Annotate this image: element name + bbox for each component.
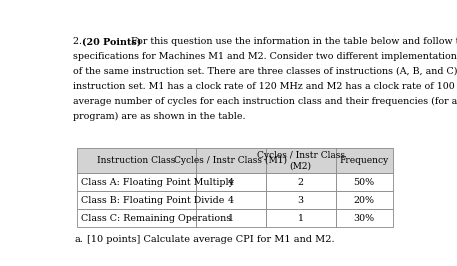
Text: 30%: 30% (354, 214, 375, 223)
Text: 20%: 20% (354, 196, 375, 205)
Text: specifications for Machines M1 and M2. Consider two different implementations, M: specifications for Machines M1 and M2. C… (73, 52, 457, 61)
Bar (266, 191, 335, 209)
Text: Cycles / Instr Class (M1): Cycles / Instr Class (M1) (174, 156, 287, 165)
Bar (335, 191, 393, 209)
Bar (196, 148, 266, 173)
Text: Class B: Floating Point Divide: Class B: Floating Point Divide (81, 196, 224, 205)
Text: 50%: 50% (354, 178, 375, 187)
Text: [10 points] Calculate average CPI for M1 and M2.: [10 points] Calculate average CPI for M1… (87, 235, 335, 244)
Bar (77, 209, 196, 227)
Text: 2: 2 (298, 178, 303, 187)
Text: For this question use the information in the table below and follow the: For this question use the information in… (128, 37, 457, 46)
Bar (266, 148, 335, 173)
Bar (335, 173, 393, 191)
Text: 4: 4 (228, 196, 234, 205)
Text: Cycles / Instr Class
(M2): Cycles / Instr Class (M2) (257, 151, 345, 170)
Text: instruction set. M1 has a clock rate of 120 MHz and M2 has a clock rate of 100 M: instruction set. M1 has a clock rate of … (73, 82, 457, 91)
Text: Class C: Remaining Operations: Class C: Remaining Operations (81, 214, 231, 223)
Text: program) are as shown in the table.: program) are as shown in the table. (73, 112, 245, 121)
Bar (335, 209, 393, 227)
Bar (335, 148, 393, 173)
Text: 1: 1 (298, 214, 303, 223)
Text: 2.: 2. (73, 37, 85, 46)
Text: Frequency: Frequency (340, 156, 389, 165)
Text: 4: 4 (228, 178, 234, 187)
Text: a.: a. (75, 235, 84, 244)
Text: of the same instruction set. There are three classes of instructions (A, B, and : of the same instruction set. There are t… (73, 67, 457, 76)
Text: 1: 1 (228, 214, 234, 223)
Text: (20 Points): (20 Points) (82, 37, 142, 46)
Text: 3: 3 (298, 196, 304, 205)
Bar (77, 148, 196, 173)
Bar (266, 173, 335, 191)
Text: Instruction Class: Instruction Class (97, 156, 175, 165)
Bar (196, 173, 266, 191)
Bar (196, 209, 266, 227)
Text: average number of cycles for each instruction class and their frequencies (for a: average number of cycles for each instru… (73, 97, 457, 106)
Bar (77, 191, 196, 209)
Text: Class A: Floating Point Multiply: Class A: Floating Point Multiply (81, 178, 234, 187)
Bar (266, 209, 335, 227)
Bar (196, 191, 266, 209)
Bar (77, 173, 196, 191)
